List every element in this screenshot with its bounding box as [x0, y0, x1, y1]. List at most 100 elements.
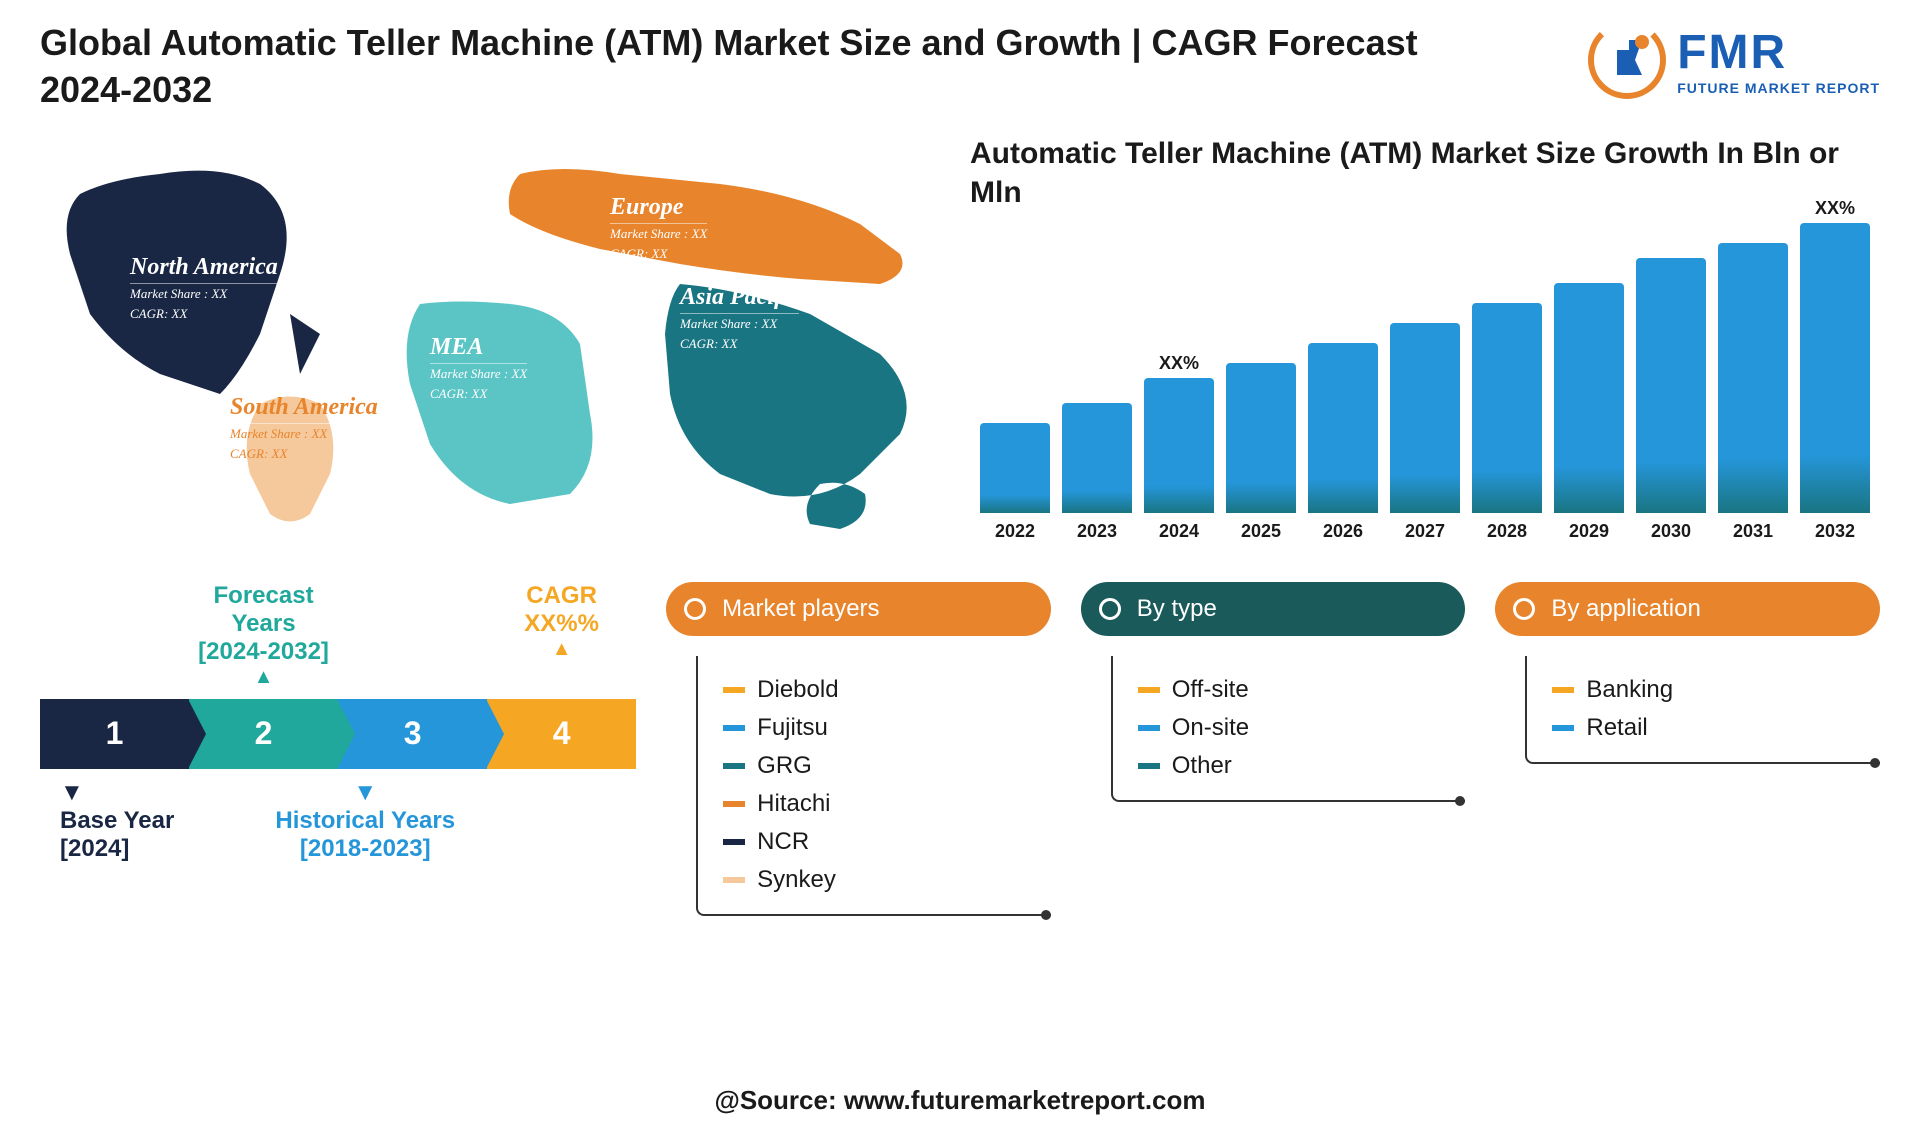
region-share: Market Share : XX	[230, 423, 378, 442]
bar	[1472, 303, 1542, 513]
bar-item: 2027	[1390, 323, 1460, 542]
list-item-label: Hitachi	[757, 790, 830, 818]
list-item-label: Banking	[1586, 676, 1673, 704]
timeline-seg-3: 3	[338, 699, 487, 769]
list-item: Hitachi	[723, 790, 1051, 818]
list-item: Other	[1138, 752, 1466, 780]
region-cagr: CAGR: XX	[610, 244, 707, 262]
bar-year: 2032	[1815, 521, 1855, 542]
bar-year: 2022	[995, 521, 1035, 542]
list-item: Off-site	[1138, 676, 1466, 704]
bullet-icon	[1552, 687, 1574, 693]
region-share: Market Share : XX	[430, 363, 527, 382]
bar-year: 2025	[1241, 521, 1281, 542]
bar-item: 2023	[1062, 403, 1132, 542]
bar-year: 2023	[1077, 521, 1117, 542]
region-cagr: CAGR: XX	[130, 304, 278, 322]
region-share: Market Share : XX	[680, 313, 799, 332]
historical-label: ▼ Historical Years [2018-2023]	[275, 779, 455, 863]
bar	[1800, 223, 1870, 513]
region-name: Asia Pacific	[680, 284, 799, 311]
market-players-list: Diebold Fujitsu GRG Hitachi NCR Synkey	[696, 656, 1051, 916]
timeline-section: Forecast Years [2024-2032] ▲ CAGR XX%% ▲…	[40, 582, 636, 916]
list-item: Diebold	[723, 676, 1051, 704]
bar-year: 2028	[1487, 521, 1527, 542]
region-name: MEA	[430, 334, 527, 361]
bar-item: 2028	[1472, 303, 1542, 542]
list-item-label: Other	[1172, 752, 1232, 780]
market-players-section: Market players Diebold Fujitsu GRG Hitachi N…	[666, 582, 1051, 916]
by-type-pill: By type	[1081, 582, 1466, 636]
market-players-pill: Market players	[666, 582, 1051, 636]
bar	[980, 423, 1050, 513]
bar-item: 2026	[1308, 343, 1378, 542]
bar-chart: 20222023XX%20242025202620272028202920302…	[970, 232, 1880, 542]
by-application-list: Banking Retail	[1525, 656, 1880, 764]
bar-year: 2031	[1733, 521, 1773, 542]
cagr-label: CAGR XX%% ▲	[487, 582, 636, 689]
bar	[1636, 258, 1706, 513]
bar-year: 2024	[1159, 521, 1199, 542]
list-item-label: NCR	[757, 828, 809, 856]
bullet-icon	[723, 725, 745, 731]
region-name: North America	[130, 254, 278, 281]
bullet-icon	[723, 877, 745, 883]
bullet-icon	[1552, 725, 1574, 731]
source-text: @Source: www.futuremarketreport.com	[714, 1085, 1205, 1116]
bar	[1062, 403, 1132, 513]
by-type-section: By type Off-site On-site Other	[1081, 582, 1466, 916]
list-item-label: Synkey	[757, 866, 836, 894]
bar-year: 2027	[1405, 521, 1445, 542]
region-name: South America	[230, 394, 378, 421]
bar-item: XX%2024	[1144, 378, 1214, 542]
bullet-icon	[723, 801, 745, 807]
bar-item: 2031	[1718, 243, 1788, 542]
region-cagr: CAGR: XX	[230, 444, 378, 462]
bar-item: 2025	[1226, 363, 1296, 542]
bar	[1144, 378, 1214, 513]
bullet-icon	[723, 687, 745, 693]
bar-item: XX%2032	[1800, 223, 1870, 542]
bar-label-top: XX%	[1159, 353, 1199, 374]
list-item-label: Off-site	[1172, 676, 1249, 704]
list-item-label: Diebold	[757, 676, 838, 704]
timeline-seg-2: 2	[189, 699, 338, 769]
list-item: On-site	[1138, 714, 1466, 742]
by-type-list: Off-site On-site Other	[1111, 656, 1466, 802]
list-item: GRG	[723, 752, 1051, 780]
bar-year: 2030	[1651, 521, 1691, 542]
logo: FMR FUTURE MARKET REPORT	[1587, 20, 1880, 100]
region-share: Market Share : XX	[130, 283, 278, 302]
by-application-pill: By application	[1495, 582, 1880, 636]
timeline-seg-4: 4	[487, 699, 636, 769]
timeline-bar: 1 2 3 4	[40, 699, 636, 769]
list-item: NCR	[723, 828, 1051, 856]
bullet-icon	[723, 839, 745, 845]
bar-year: 2029	[1569, 521, 1609, 542]
bar-year: 2026	[1323, 521, 1363, 542]
bar	[1390, 323, 1460, 513]
logo-icon	[1587, 20, 1667, 100]
region-name: Europe	[610, 194, 707, 221]
map-section: North America Market Share : XX CAGR: XX So…	[40, 134, 940, 534]
chart-title: Automatic Teller Machine (ATM) Market Si…	[970, 134, 1880, 212]
bullet-icon	[1138, 725, 1160, 731]
bullet-icon	[723, 763, 745, 769]
region-share: Market Share : XX	[610, 223, 707, 242]
list-item-label: Fujitsu	[757, 714, 828, 742]
logo-sub: FUTURE MARKET REPORT	[1677, 80, 1880, 96]
page-title: Global Automatic Teller Machine (ATM) Ma…	[40, 20, 1440, 114]
bullet-icon	[1138, 763, 1160, 769]
bar	[1226, 363, 1296, 513]
bar-item: 2029	[1554, 283, 1624, 542]
region-cagr: CAGR: XX	[430, 384, 527, 402]
bar	[1308, 343, 1378, 513]
timeline-seg-1: 1	[40, 699, 189, 769]
list-item: Banking	[1552, 676, 1880, 704]
forecast-label: Forecast Years [2024-2032] ▲	[189, 582, 338, 689]
list-item-label: Retail	[1586, 714, 1647, 742]
bar-item: 2022	[980, 423, 1050, 542]
list-item-label: GRG	[757, 752, 812, 780]
header: Global Automatic Teller Machine (ATM) Ma…	[40, 20, 1880, 114]
list-item: Retail	[1552, 714, 1880, 742]
